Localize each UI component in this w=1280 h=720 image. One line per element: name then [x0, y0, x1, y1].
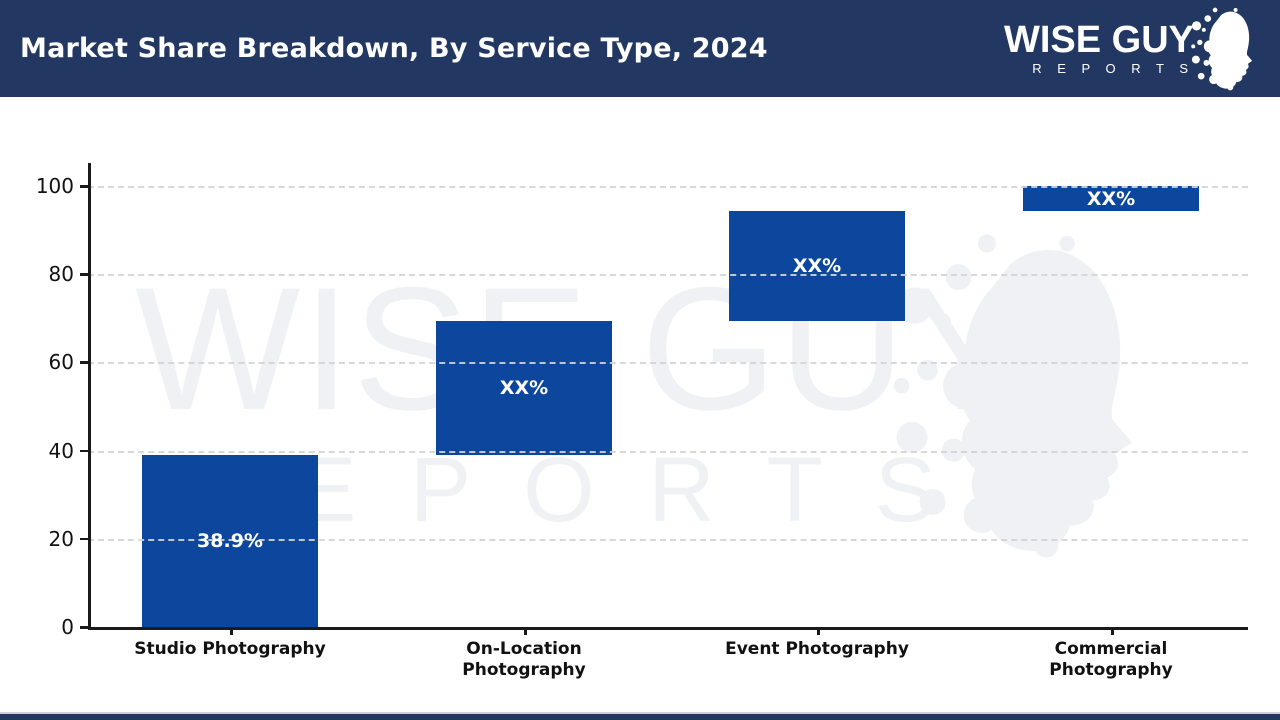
bar-2: [436, 320, 612, 456]
bar-value-label: 38.9%: [197, 530, 263, 553]
x-category-label: On-Location Photography: [462, 639, 586, 680]
y-tick-label: 60: [48, 350, 74, 375]
y-tick-label: 100: [35, 174, 74, 198]
x-category-label: Event Photography: [725, 639, 909, 659]
bar-1: [142, 455, 318, 627]
x-tick-mark: [817, 627, 820, 635]
logo-subtitle: R E P O R T S: [1032, 60, 1194, 76]
page-title: Market Share Breakdown, By Service Type,…: [20, 33, 768, 64]
watermark-face-icon: [893, 234, 1132, 558]
bar-value-label: XX%: [792, 255, 842, 278]
y-tick-mark: [80, 537, 88, 541]
y-tick-label: 80: [48, 262, 74, 287]
x-axis-line: [88, 627, 1248, 630]
y-tick-mark: [80, 449, 88, 453]
gridline-100: [88, 186, 1248, 188]
y-tick-label: 40: [48, 438, 74, 463]
bar-value-label: XX%: [499, 377, 549, 400]
y-tick-mark: [80, 273, 88, 276]
x-category-label: Studio Photography: [134, 639, 326, 659]
logo-text: WISE GUY R E P O R T S: [1004, 21, 1194, 77]
wise-guy-reports-logo: WISE GUY R E P O R T S: [1004, 6, 1280, 92]
y-axis-line: [88, 163, 91, 627]
gridline-40: [88, 450, 1248, 453]
x-category-label: Commercial Photography: [1049, 639, 1173, 680]
gridline-80: [88, 274, 1248, 277]
y-tick-mark: [80, 361, 88, 364]
x-tick-mark: [230, 627, 233, 635]
y-tick-mark: [80, 626, 88, 629]
bar-4: [1023, 186, 1199, 212]
x-tick-mark: [1111, 627, 1114, 635]
logo-wordmark: WISE GUY: [1003, 18, 1194, 61]
footer-divider: [0, 712, 1280, 714]
gridline-60: [88, 362, 1248, 365]
y-tick-label: 0: [61, 615, 74, 639]
gridline-20: [88, 538, 1248, 541]
header-bar: Market Share Breakdown, By Service Type,…: [0, 0, 1280, 97]
x-tick-mark: [524, 627, 527, 635]
bar-value-label: XX%: [1086, 187, 1136, 210]
y-tick-label: 20: [48, 526, 74, 551]
footer-bar: [0, 714, 1280, 720]
bar-3: [729, 211, 905, 321]
waterfall-chart: 38.9% XX% XX% XX% 0 20 40 60 80 100 Studio Photogr…: [0, 97, 1280, 713]
y-tick-mark: [80, 185, 88, 188]
